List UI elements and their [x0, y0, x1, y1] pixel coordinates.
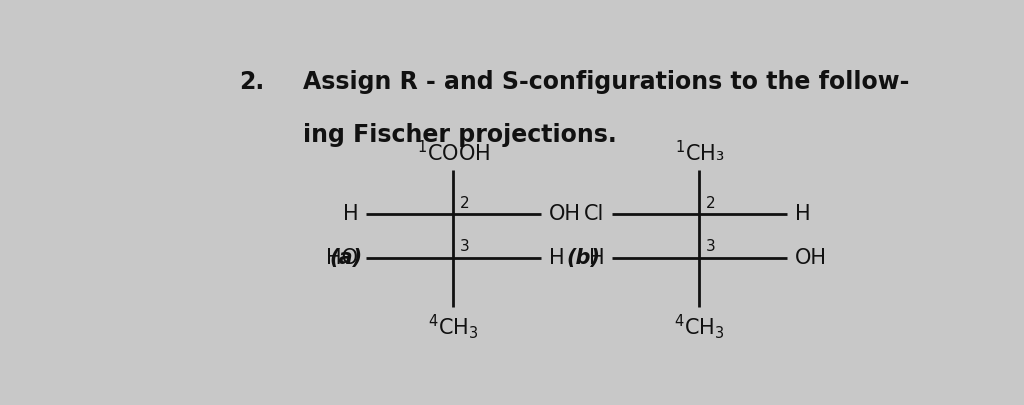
Text: H: H	[549, 247, 564, 268]
Text: (b): (b)	[566, 247, 600, 268]
Text: 2: 2	[460, 196, 469, 211]
Text: H: H	[589, 247, 604, 268]
Text: 2.: 2.	[240, 70, 264, 94]
Text: $^{4}$CH$_3$: $^{4}$CH$_3$	[674, 312, 725, 341]
Text: Cl: Cl	[584, 204, 604, 224]
Text: $^{1}$CH₃: $^{1}$CH₃	[675, 141, 724, 166]
Text: (a): (a)	[329, 247, 362, 268]
Text: $^{4}$CH$_3$: $^{4}$CH$_3$	[428, 312, 478, 341]
Text: 3: 3	[706, 239, 716, 254]
Text: $^{1}$COOH: $^{1}$COOH	[417, 141, 489, 166]
Text: Assign R - and S-configurations to the follow-: Assign R - and S-configurations to the f…	[303, 70, 909, 94]
Text: OH: OH	[549, 204, 581, 224]
Text: OH: OH	[795, 247, 826, 268]
Text: 2: 2	[706, 196, 716, 211]
Text: H: H	[342, 204, 358, 224]
Text: ing Fischer projections.: ing Fischer projections.	[303, 124, 616, 147]
Text: H: H	[795, 204, 810, 224]
Text: 3: 3	[460, 239, 469, 254]
Text: HO: HO	[326, 247, 358, 268]
